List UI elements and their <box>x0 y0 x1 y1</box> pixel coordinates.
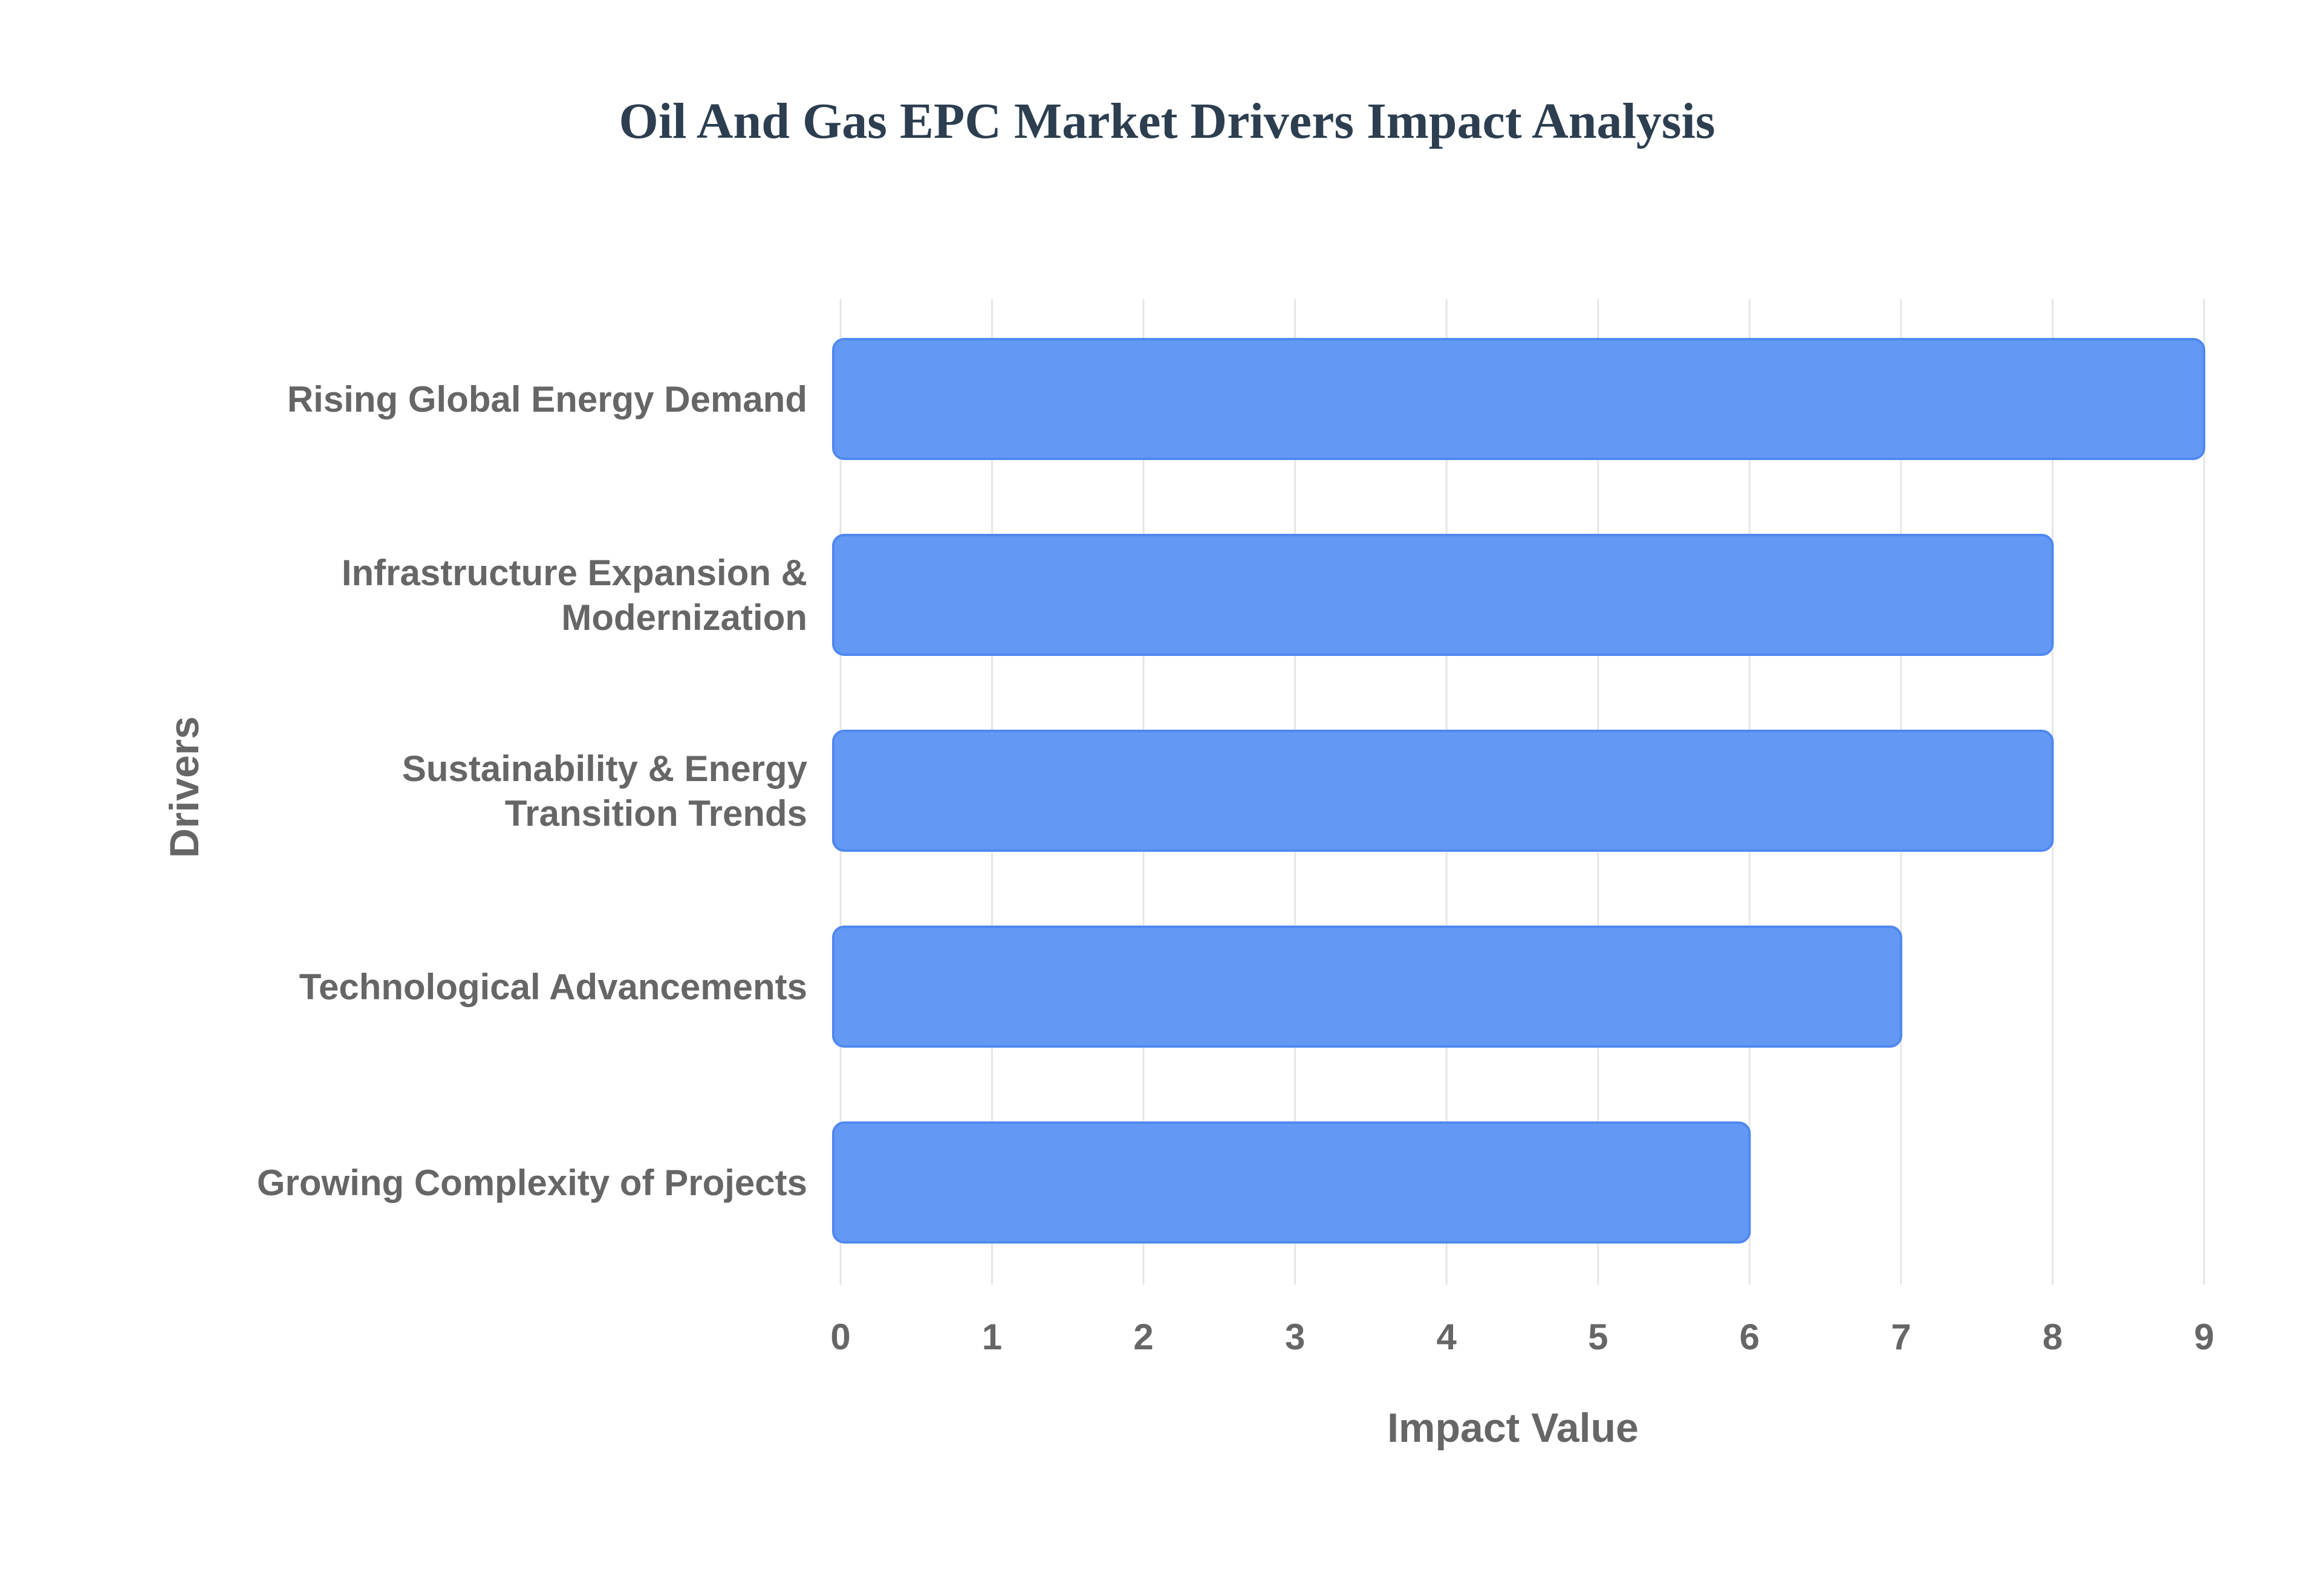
category-label: Growing Complexity of Projects <box>257 1163 807 1203</box>
category-label-line: Rising Global Energy Demand <box>287 379 807 420</box>
bar-3 <box>832 926 1902 1048</box>
category-label-line: Sustainability & Energy <box>402 748 808 789</box>
category-label: Technological Advancements <box>299 967 807 1007</box>
x-axis-title: Impact Value <box>1387 1405 1639 1451</box>
chart-title: Oil And Gas EPC Market Drivers Impact An… <box>619 93 1715 149</box>
category-label: Rising Global Energy Demand <box>287 379 807 420</box>
x-tick-label: 7 <box>1891 1317 1911 1357</box>
x-tick-label: 0 <box>830 1317 850 1357</box>
x-tick-label: 2 <box>1133 1317 1153 1357</box>
x-tick-labels: 0 1 2 3 4 5 6 7 8 9 <box>830 1317 2214 1357</box>
x-tick-label: 8 <box>2043 1317 2063 1357</box>
bar-1 <box>832 534 2054 656</box>
x-tick-label: 6 <box>1740 1317 1760 1357</box>
y-axis-title: Drivers <box>161 716 207 858</box>
x-tick-label: 5 <box>1588 1317 1608 1357</box>
category-label-line: Growing Complexity of Projects <box>257 1163 807 1203</box>
bars <box>832 338 2205 1244</box>
bar-0 <box>832 338 2205 460</box>
bar-4 <box>832 1121 1751 1244</box>
x-tick-label: 4 <box>1437 1317 1457 1357</box>
x-tick-label: 9 <box>2194 1317 2214 1357</box>
category-labels: Rising Global Energy Demand Infrastructur… <box>257 379 808 1203</box>
category-label-line: Transition Trends <box>505 793 807 834</box>
category-label: Infrastructure Expansion & Modernization <box>342 553 807 638</box>
category-label-line: Infrastructure Expansion & <box>342 553 807 593</box>
bar-2 <box>832 730 2054 852</box>
category-label: Sustainability & Energy Transition Trends <box>402 748 808 834</box>
category-label-line: Technological Advancements <box>299 967 807 1007</box>
x-tick-label: 3 <box>1285 1317 1305 1357</box>
x-tick-label: 1 <box>982 1317 1002 1357</box>
category-label-line: Modernization <box>561 597 807 638</box>
